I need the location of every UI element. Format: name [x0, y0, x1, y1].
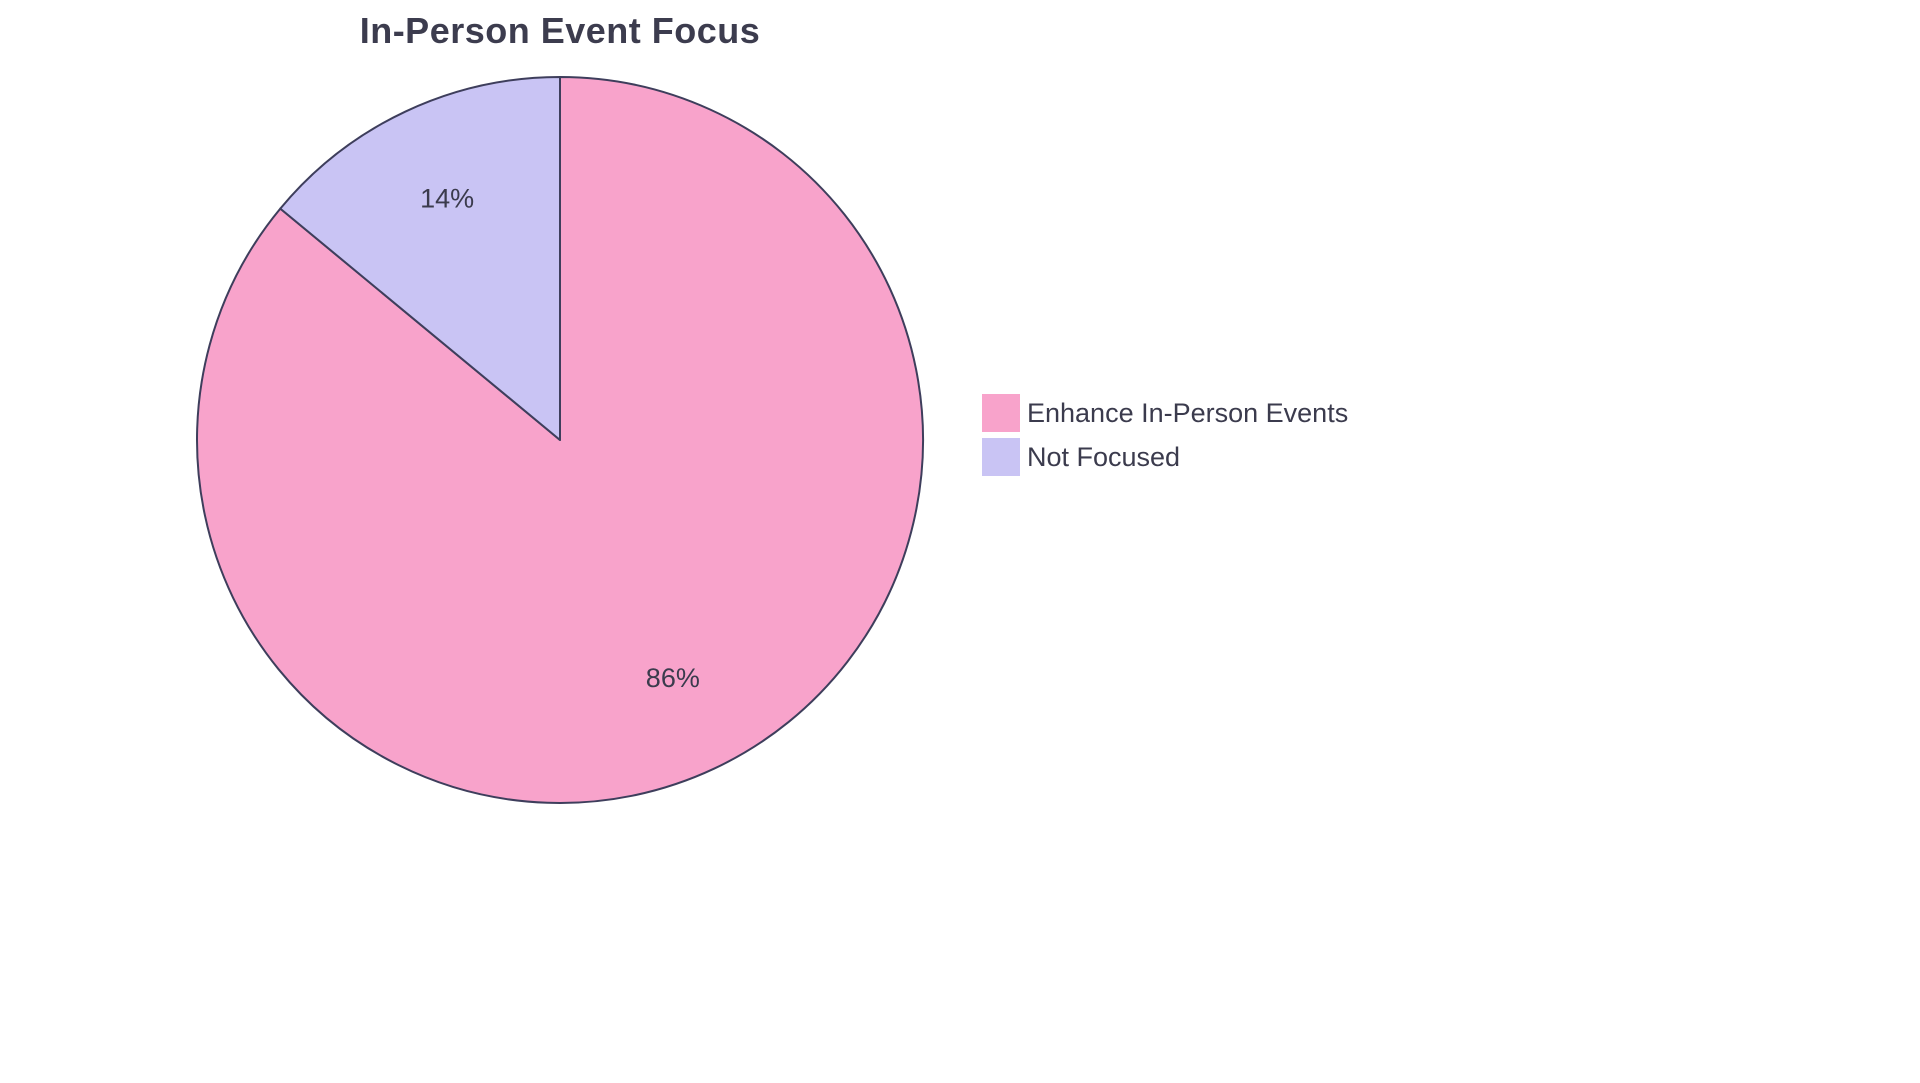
- legend-swatch-1: [982, 438, 1020, 476]
- chart-title: In-Person Event Focus: [359, 10, 761, 51]
- legend-label-0: Enhance In-Person Events: [1027, 397, 1349, 428]
- legend-item-1: Not Focused: [982, 438, 1348, 476]
- slice-percent-label-1: 14%: [420, 183, 474, 213]
- legend-swatch-0: [982, 394, 1020, 432]
- slice-percent-label-0: 86%: [646, 663, 700, 693]
- legend-label-1: Not Focused: [1027, 441, 1181, 472]
- legend: Enhance In-Person Events Not Focused: [982, 394, 1348, 476]
- pie-slice-1: [279, 76, 561, 441]
- legend-item-0: Enhance In-Person Events: [982, 394, 1348, 432]
